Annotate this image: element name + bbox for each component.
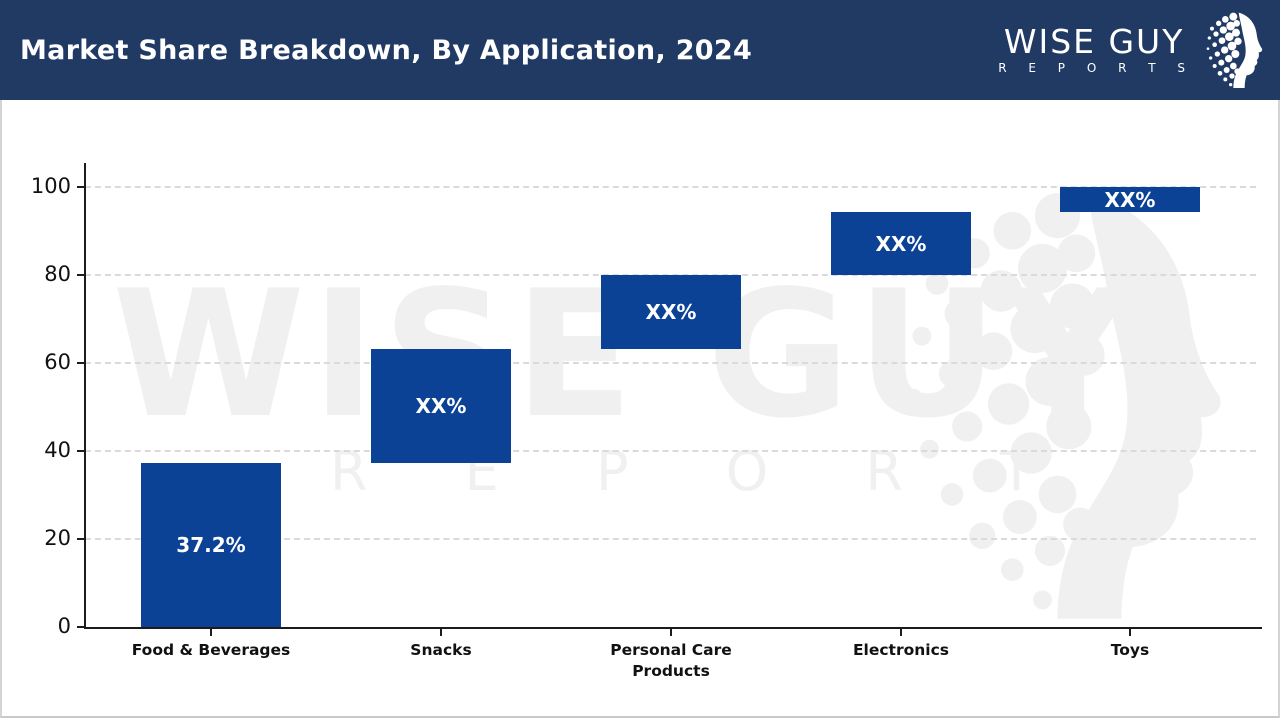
- y-axis-tick: [77, 362, 85, 364]
- y-axis-tick: [77, 274, 85, 276]
- y-axis-tick: [77, 538, 85, 540]
- x-axis-tick: [1129, 629, 1131, 636]
- x-category-label: Food & Beverages: [131, 641, 291, 659]
- gridline: [85, 186, 1256, 188]
- x-category-label: Personal Care Products: [610, 641, 732, 680]
- y-tick-label: 60: [44, 350, 71, 374]
- gridline: [85, 450, 1256, 452]
- logo-wordmark: WISE GUY: [1003, 21, 1185, 61]
- y-tick-label: 40: [44, 438, 71, 462]
- x-axis-tick: [210, 629, 212, 636]
- y-tick-label: 80: [44, 262, 71, 286]
- brand-logo: WISE GUY R E P O R T S: [994, 10, 1266, 90]
- y-axis-tick: [77, 450, 85, 452]
- bar-value-label: XX%: [875, 231, 927, 256]
- y-tick-label: 0: [57, 614, 71, 638]
- bar-segment: XX%: [371, 348, 511, 464]
- bar-value-label: XX%: [415, 394, 467, 419]
- y-axis-tick: [77, 186, 85, 188]
- x-category-label: Electronics: [852, 641, 950, 659]
- bar-value-label: 37.2%: [176, 533, 246, 558]
- y-axis-tick: [77, 626, 85, 628]
- bar-value-label: XX%: [645, 299, 697, 324]
- logo-subtext: R E P O R T S: [998, 61, 1194, 76]
- bar-value-label: XX%: [1104, 187, 1156, 212]
- page-title: Market Share Breakdown, By Application, …: [20, 34, 753, 66]
- x-axis-tick: [900, 629, 902, 636]
- bar-segment: XX%: [601, 275, 741, 349]
- gridline: [85, 538, 1256, 540]
- x-axis-tick: [440, 629, 442, 636]
- gridline: [85, 362, 1256, 364]
- x-category-label: Snacks: [410, 641, 472, 659]
- bar-segment: 37.2%: [141, 463, 281, 627]
- x-axis-line: [84, 627, 1262, 629]
- bar-segment: XX%: [1060, 187, 1200, 213]
- bar-segment: XX%: [831, 212, 971, 275]
- y-tick-label: 100: [30, 174, 71, 198]
- x-axis-tick: [670, 629, 672, 636]
- x-category-label: Toys: [1110, 641, 1150, 659]
- header-bar: Market Share Breakdown, By Application, …: [0, 0, 1280, 100]
- y-tick-label: 20: [44, 526, 71, 550]
- logo-text: WISE GUY R E P O R T S: [994, 21, 1194, 76]
- y-axis-line: [84, 163, 86, 629]
